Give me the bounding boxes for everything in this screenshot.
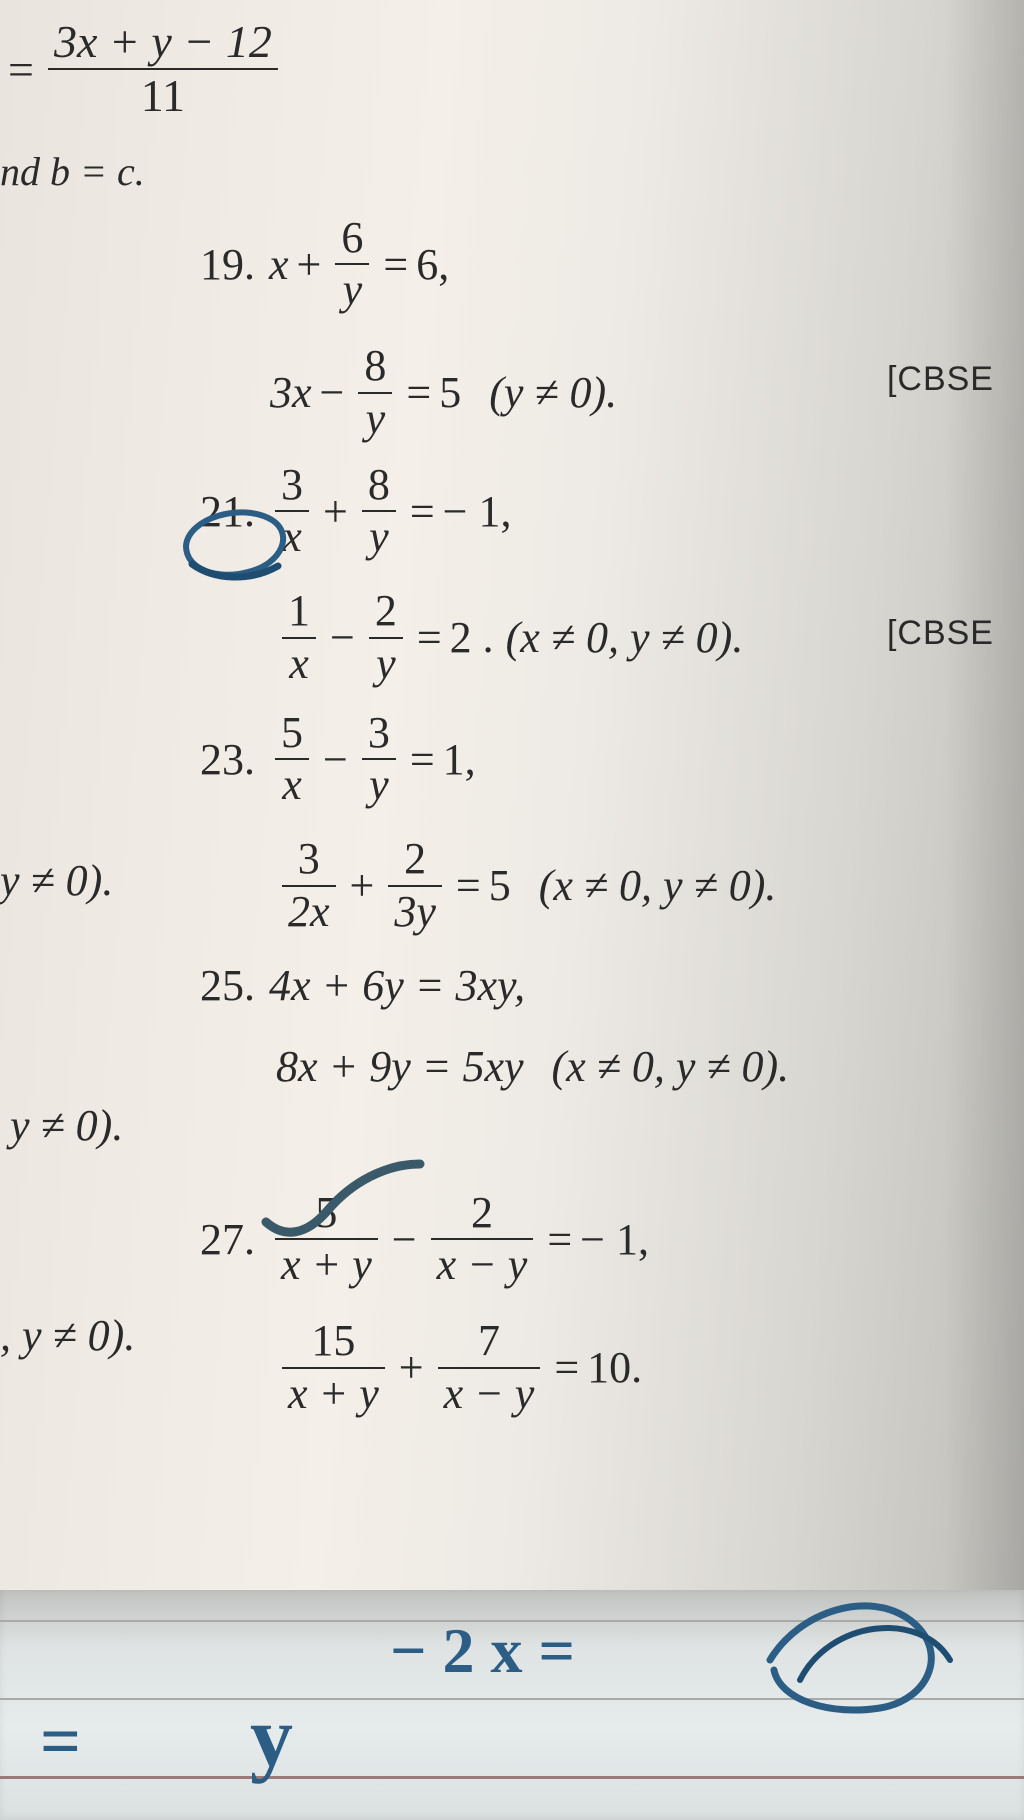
cond-19: (y ≠ 0). — [489, 367, 617, 418]
problem-23: 23. 5 x − 3 y = 1, 3 — [200, 710, 776, 935]
swoosh-mark-27 — [260, 1158, 430, 1248]
frac-2-over-3y: 2 3y — [388, 836, 442, 934]
header-frac-den: 11 — [135, 70, 191, 120]
qnum-27: 27. — [200, 1214, 255, 1265]
notebook-area: − 2 x = = y — [0, 1590, 1024, 1820]
qnum-23: 23. — [200, 734, 255, 785]
qnum-25: 25. — [200, 960, 255, 1011]
frac-3-over-2x: 3 2x — [282, 836, 336, 934]
problem-19: 19. x + 6 y = 6, 3x − 8 y — [200, 215, 617, 442]
frac-8-over-y: 8 y — [358, 343, 392, 441]
tag-cbse-21: [CBSE — [887, 614, 994, 653]
cond-25: (x ≠ 0, y ≠ 0). — [552, 1041, 790, 1092]
hand-y: y — [250, 1686, 293, 1786]
tag-cbse-19: [CBSE — [887, 360, 994, 399]
and-b-eq-c: nd b = c. — [0, 148, 145, 195]
header-fraction: 3x + y − 12 11 — [48, 18, 278, 121]
problem-19-line2: 3x − 8 y = 5 (y ≠ 0). — [270, 343, 617, 441]
left-label-25: y ≠ 0). — [10, 1100, 123, 1151]
problem-25: 25. 4x + 6y = 3xy, 8x + 9y = 5xy (x ≠ 0,… — [200, 960, 789, 1092]
frac-3-over-y: 3 y — [362, 710, 396, 808]
problem-21-line2: 1 x − 2 y = 2 . (x ≠ 0, y ≠ 0). — [276, 588, 743, 686]
frac-15-over-xpy: 15 x + y — [282, 1318, 385, 1416]
problem-27-line2: 15 x + y + 7 x − y = 10. — [276, 1318, 649, 1416]
rule-line-3 — [0, 1776, 1024, 1779]
problem-23-line1: 23. 5 x − 3 y = 1, — [200, 710, 776, 808]
hand-equals: = — [40, 1700, 81, 1783]
frac-7-over-xmy: 7 x − y — [438, 1318, 541, 1416]
hand-minus2x: − 2 x = — [390, 1614, 575, 1688]
circle-mark-21 — [178, 500, 298, 584]
problem-25-line2: 8x + 9y = 5xy (x ≠ 0, y ≠ 0). — [276, 1041, 789, 1092]
page-right-shadow — [944, 0, 1024, 1820]
header-frac-num: 3x + y − 12 — [48, 18, 278, 68]
problem-23-line2: 3 2x + 2 3y = 5 (x ≠ 0, y ≠ 0). — [276, 836, 776, 934]
frac-2-over-xmy: 2 x − y — [431, 1190, 534, 1288]
frac-5-over-x: 5 x — [275, 710, 309, 808]
left-label-23: y ≠ 0). — [0, 855, 113, 906]
frac-1-over-x: 1 x — [282, 588, 316, 686]
problem-25-line1: 25. 4x + 6y = 3xy, — [200, 960, 789, 1011]
header-equation: = 3x + y − 12 11 — [0, 18, 284, 121]
cond-21: . (x ≠ 0, y ≠ 0). — [484, 612, 744, 663]
qnum-19: 19. — [200, 239, 255, 290]
frac-6-over-y: 6 y — [335, 215, 369, 313]
hand-scribble — [760, 1550, 980, 1730]
frac-2-over-y: 2 y — [369, 588, 403, 686]
problem-19-line1: 19. x + 6 y = 6, — [200, 215, 617, 313]
header-equals: = — [8, 43, 34, 96]
frac-8-over-y-b: 8 y — [362, 462, 396, 560]
left-label-27: , y ≠ 0). — [0, 1310, 135, 1361]
cond-23: (x ≠ 0, y ≠ 0). — [539, 860, 777, 911]
